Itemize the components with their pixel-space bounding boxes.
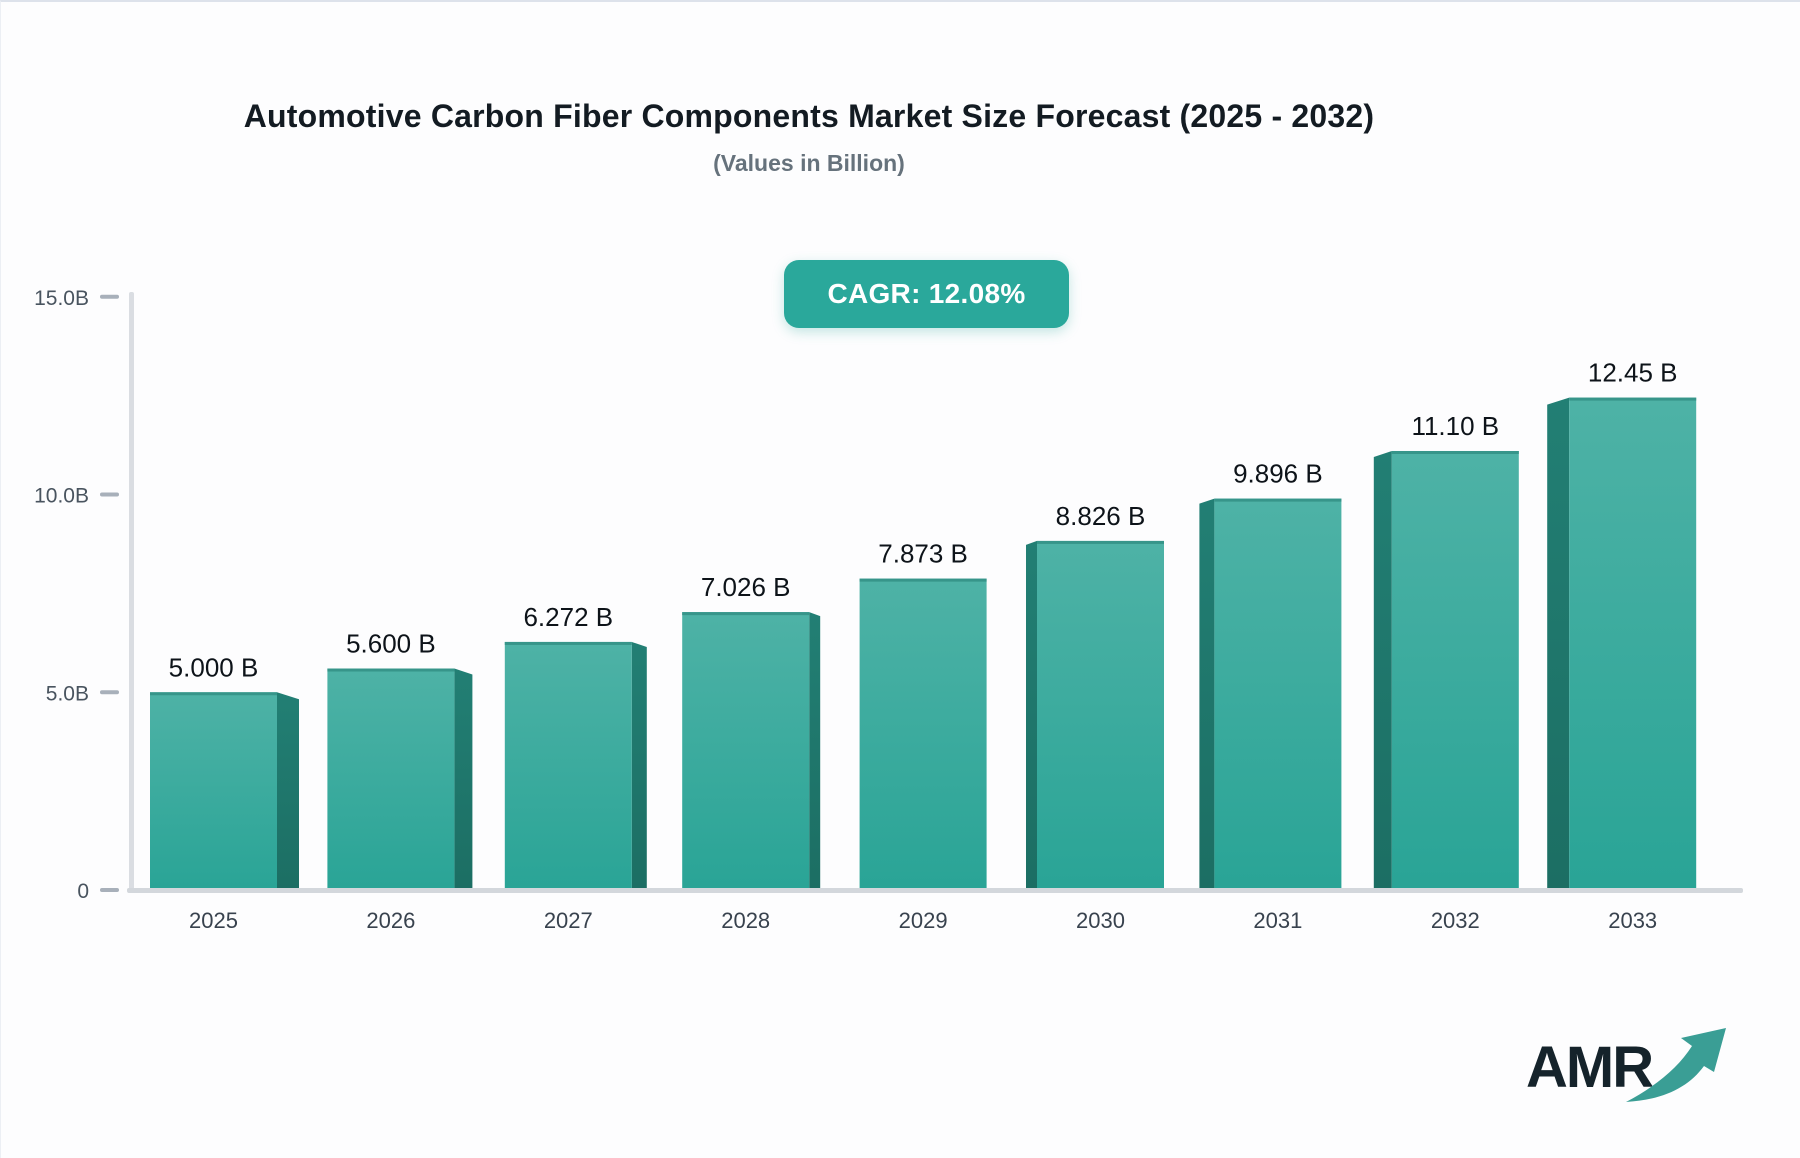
y-tick-label: 0 xyxy=(77,880,89,903)
bar-side-face xyxy=(277,692,299,892)
bar-value-label: 5.600 B xyxy=(346,629,436,659)
bar-front-face xyxy=(682,612,810,892)
bar-front-face xyxy=(327,668,455,892)
x-tick-label: 2032 xyxy=(1431,908,1480,933)
bar-top-edge xyxy=(504,641,632,645)
cagr-badge: CAGR: 12.08% xyxy=(784,260,1069,328)
x-tick-label: 2027 xyxy=(544,908,593,933)
bar-side-face xyxy=(1199,498,1215,892)
bar-value-label: 7.026 B xyxy=(701,572,791,602)
bar-side-face xyxy=(454,668,473,892)
bar-front-face xyxy=(1214,498,1342,892)
bar-top-edge xyxy=(859,578,987,582)
bar-value-label: 5.000 B xyxy=(169,652,259,682)
bar-side-face xyxy=(1547,397,1570,892)
x-tick-label: 2029 xyxy=(899,908,948,933)
y-tick-label: 5.0B xyxy=(46,682,89,705)
page-title: Automotive Carbon Fiber Components Marke… xyxy=(243,98,1375,134)
y-tick-mark xyxy=(100,492,119,497)
x-tick-label: 2026 xyxy=(366,908,415,933)
bar-side-face xyxy=(1373,450,1392,892)
growth-arrow-icon xyxy=(1626,1028,1727,1102)
bar-front-face xyxy=(150,692,277,892)
bar-top-edge xyxy=(1569,397,1697,401)
amr-logo-text: AMR xyxy=(1526,1034,1654,1100)
x-tick-label: 2033 xyxy=(1608,908,1657,933)
x-axis-line xyxy=(127,888,1743,893)
y-tick-label: 15.0B xyxy=(34,287,89,310)
amr-logo: AMR xyxy=(1526,1024,1731,1110)
y-tick-mark xyxy=(100,690,119,695)
bar-top-edge xyxy=(682,612,810,616)
bar-front-face xyxy=(1037,540,1164,892)
y-axis-line xyxy=(129,292,134,890)
bar-value-label: 9.896 B xyxy=(1233,459,1323,489)
y-tick-mark xyxy=(100,888,119,892)
bar-top-edge xyxy=(327,668,455,672)
bar-side-face xyxy=(631,641,647,892)
y-tick-label: 10.0B xyxy=(34,485,89,508)
bar-front-face xyxy=(1569,397,1697,892)
bar-side-face xyxy=(1026,540,1037,892)
bar-value-label: 11.10 B xyxy=(1411,411,1499,441)
bar-value-label: 12.45 B xyxy=(1588,358,1678,388)
x-tick-label: 2028 xyxy=(721,908,770,933)
bar-top-edge xyxy=(1214,498,1342,502)
bar-side-face xyxy=(809,612,821,892)
x-tick-label: 2030 xyxy=(1076,908,1125,933)
bar-front-face xyxy=(859,578,987,892)
x-tick-label: 2025 xyxy=(189,908,238,933)
bar-value-label: 6.272 B xyxy=(523,602,613,632)
bar-front-face xyxy=(504,641,632,892)
bar-value-label: 7.873 B xyxy=(878,539,968,569)
bar-value-label: 8.826 B xyxy=(1056,501,1146,531)
bar-top-edge xyxy=(1391,450,1519,454)
x-tick-label: 2031 xyxy=(1253,908,1302,933)
cagr-badge-label: CAGR: 12.08% xyxy=(827,278,1026,309)
y-tick-mark xyxy=(100,294,119,299)
bar-front-face xyxy=(1391,450,1519,892)
page-subtitle: (Values in Billion) xyxy=(713,150,905,176)
bar-top-edge xyxy=(150,692,277,696)
bar-top-edge xyxy=(1037,540,1164,544)
